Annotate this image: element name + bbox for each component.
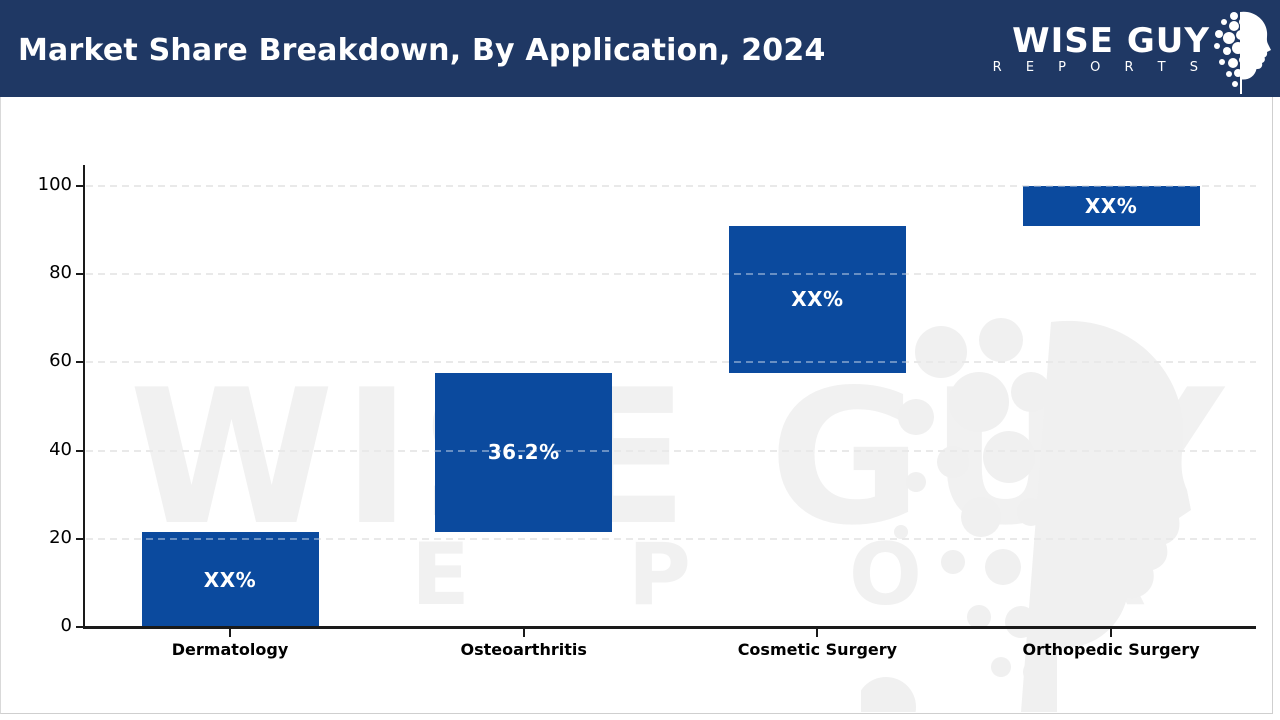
gridline-overlay xyxy=(86,185,1256,187)
bar-segment: XX% xyxy=(1022,186,1200,226)
category-label: Cosmetic Surgery xyxy=(737,640,898,659)
y-tick-label: 60 xyxy=(49,350,72,372)
y-tick-label: 20 xyxy=(49,526,72,548)
y-tick-label: 80 xyxy=(49,262,72,284)
y-tick xyxy=(76,273,84,276)
logo-subtext: R E P O R T S xyxy=(992,60,1208,75)
bar-value-label: XX% xyxy=(791,287,844,312)
y-tick xyxy=(76,185,84,187)
gridline-overlay xyxy=(86,537,1256,540)
category-label: Dermatology xyxy=(171,640,289,659)
watermark-face-icon xyxy=(861,318,1191,712)
x-tick xyxy=(522,629,525,637)
x-tick xyxy=(816,629,819,637)
gridline-overlay xyxy=(86,273,1256,276)
gridline xyxy=(86,537,1256,540)
y-tick-label: 100 xyxy=(37,174,72,195)
bar-value-label: XX% xyxy=(203,567,257,592)
x-tick xyxy=(1110,629,1113,637)
x-tick xyxy=(229,629,231,637)
y-tick xyxy=(76,361,84,364)
logo-wordmark: WISE GUY xyxy=(1012,21,1210,61)
bar-segment: XX% xyxy=(728,225,906,373)
wise-guy-reports-logo: WISE GUY R E P O R T S xyxy=(993,4,1272,94)
x-axis-line xyxy=(83,626,1256,629)
bar-segment: XX% xyxy=(141,532,319,627)
gridline xyxy=(86,449,1256,452)
logo-face-icon xyxy=(1214,11,1271,94)
y-tick-label: 0 xyxy=(60,615,72,636)
y-tick xyxy=(76,537,84,540)
y-tick-label: 40 xyxy=(49,438,72,460)
gridline-overlay xyxy=(86,449,1256,452)
chart-title: Market Share Breakdown, By Application, … xyxy=(18,33,826,68)
gridline xyxy=(86,273,1256,276)
bar-value-label: XX% xyxy=(1084,193,1138,218)
y-axis-line xyxy=(83,165,85,629)
gridline xyxy=(86,361,1256,364)
bar-value-label: 36.2% xyxy=(487,440,560,465)
gridline xyxy=(86,185,1256,187)
category-label: Osteoarthritis xyxy=(460,640,587,659)
y-tick xyxy=(76,626,84,628)
y-tick xyxy=(76,449,84,452)
header-band: Market Share Breakdown, By Application, … xyxy=(0,0,1280,97)
bar-segment: 36.2% xyxy=(435,372,613,533)
gridline-overlay xyxy=(86,361,1256,364)
category-label: Orthopedic Surgery xyxy=(1022,640,1200,659)
